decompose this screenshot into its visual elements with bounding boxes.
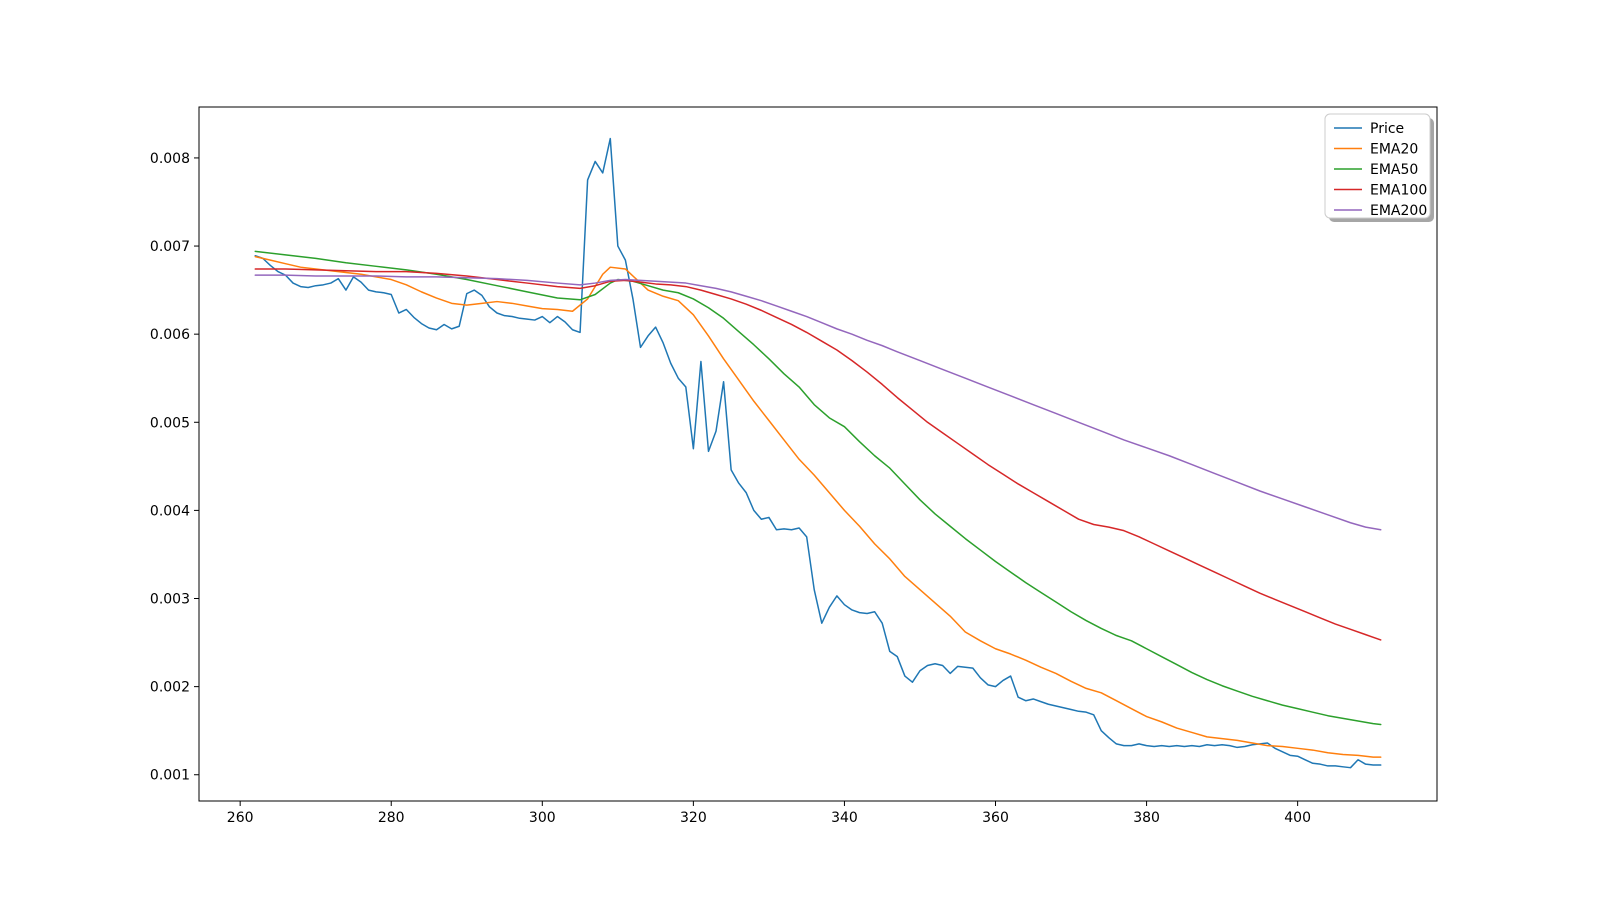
series-line-price (254, 137, 1382, 769)
x-tick-label: 320 (680, 810, 707, 826)
y-tick-label: 0.003 (150, 592, 190, 608)
y-tick-label: 0.006 (150, 327, 190, 343)
legend: Price EMA20 EMA50 EMA100 EMA200 (1324, 113, 1434, 222)
legend-item-price: Price (1334, 121, 1404, 137)
y-tick-label: 0.002 (150, 680, 190, 696)
series-line-ema20 (254, 255, 1382, 758)
x-tick-label: 260 (227, 810, 254, 826)
series-line-ema50 (254, 250, 1382, 726)
plot-border (198, 106, 1438, 802)
legend-label-price: Price (1370, 121, 1404, 137)
x-tick-label: 340 (831, 810, 858, 826)
x-tick-label: 380 (1133, 810, 1160, 826)
legend-label-ema100: EMA100 (1370, 183, 1427, 199)
y-tick-label: 0.004 (150, 503, 190, 519)
legend-label-ema200: EMA200 (1370, 203, 1427, 219)
legend-label-ema50: EMA50 (1370, 162, 1418, 178)
x-tick-label: 300 (529, 810, 556, 826)
legend-item-ema20: EMA20 (1334, 142, 1418, 158)
x-tick-label: 400 (1284, 810, 1311, 826)
legend-item-ema50: EMA50 (1334, 162, 1418, 178)
x-tick-label: 280 (378, 810, 405, 826)
legend-item-ema100: EMA100 (1334, 183, 1427, 199)
y-tick-label: 0.001 (150, 768, 190, 784)
y-tick-label: 0.007 (150, 239, 190, 255)
legend-item-ema200: EMA200 (1334, 203, 1427, 219)
x-tick-label: 360 (982, 810, 1009, 826)
legend-box (1324, 113, 1431, 219)
y-tick-label: 0.005 (150, 415, 190, 431)
y-tick-label: 0.008 (150, 151, 190, 167)
series-line-ema200 (254, 274, 1382, 531)
series-line-ema100 (254, 268, 1382, 641)
legend-label-ema20: EMA20 (1370, 142, 1418, 158)
